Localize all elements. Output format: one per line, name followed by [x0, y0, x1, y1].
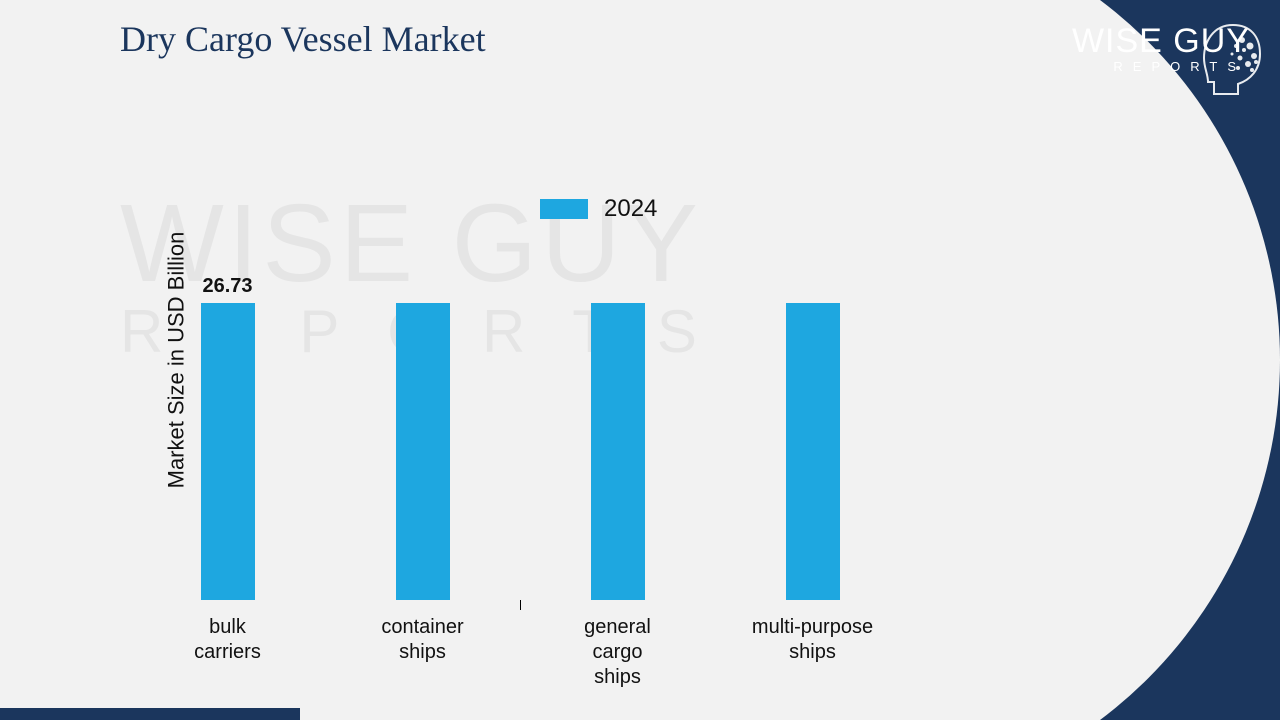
axis-tick	[520, 600, 521, 610]
x-label: bulk carriers	[130, 615, 325, 690]
bottom-accent-bar	[0, 708, 300, 720]
bars-container: 26.73	[130, 270, 910, 600]
plot-area: 26.73	[130, 270, 910, 600]
x-label: container ships	[325, 615, 520, 690]
x-label: multi-purpose ships	[715, 615, 910, 690]
brand-logo-sub: REPORTS	[1072, 59, 1250, 74]
bar-group	[520, 275, 715, 600]
bar	[396, 303, 450, 600]
bar-group	[715, 275, 910, 600]
brand-logo-main: WISE GUY	[1072, 22, 1250, 61]
right-panel	[960, 0, 1280, 720]
chart-canvas: WISE GUY REPORTS Dry Cargo Vessel Market…	[0, 0, 1280, 720]
legend-label: 2024	[604, 195, 657, 223]
bar-group: 26.73	[130, 275, 325, 600]
x-label: general cargo ships	[520, 615, 715, 690]
bar	[591, 303, 645, 600]
bar	[786, 303, 840, 600]
legend-swatch	[540, 199, 588, 219]
legend: 2024	[540, 195, 657, 223]
bar-value-label: 26.73	[202, 275, 252, 299]
bar-group	[325, 275, 520, 600]
bar	[201, 303, 255, 600]
chart-title: Dry Cargo Vessel Market	[120, 18, 486, 60]
x-axis-labels: bulk carriers container ships general ca…	[130, 615, 910, 690]
brand-logo: WISE GUY REPORTS	[1072, 22, 1250, 74]
